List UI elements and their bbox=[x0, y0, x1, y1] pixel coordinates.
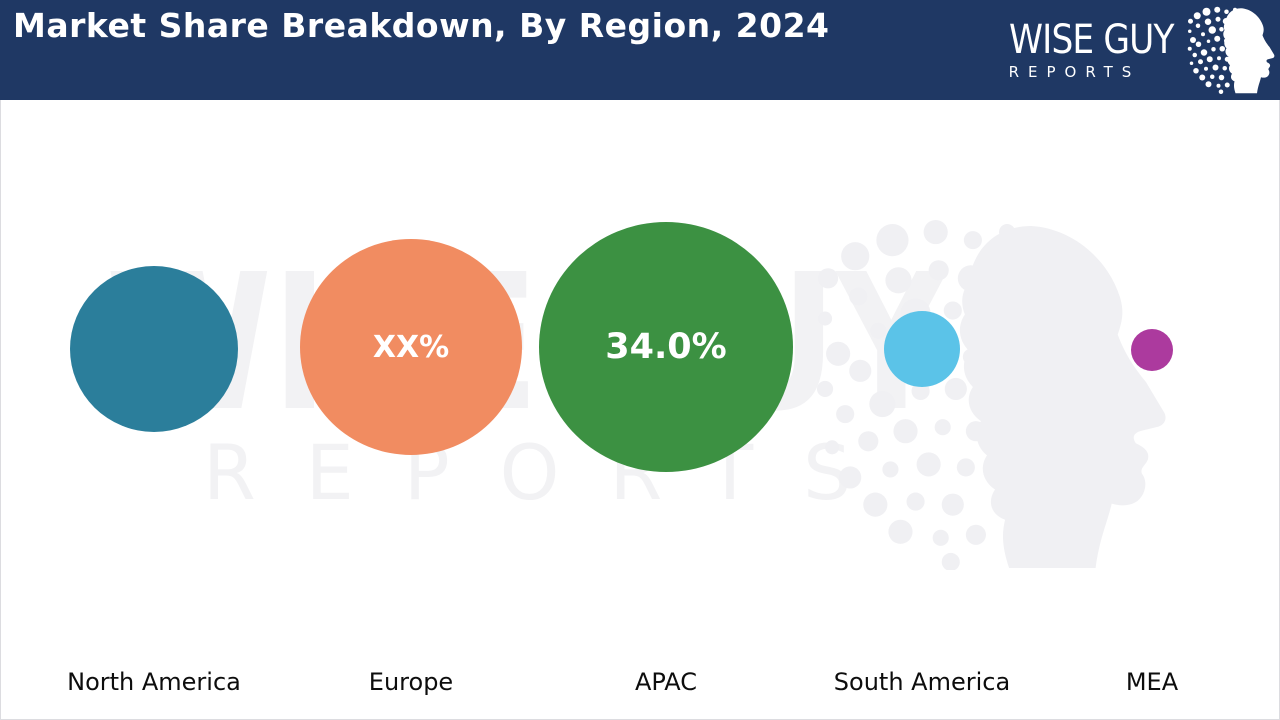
bubble-apac: 34.0% bbox=[539, 222, 793, 472]
category-label-north-america: North America bbox=[67, 668, 241, 696]
watermark-head-icon bbox=[809, 218, 1173, 570]
bubble-mea bbox=[1131, 329, 1173, 371]
bubble-europe: XX% bbox=[300, 239, 522, 455]
category-label-europe: Europe bbox=[368, 668, 454, 696]
bubble-north-america bbox=[70, 266, 238, 432]
page-title: Market Share Breakdown, By Region, 2024 bbox=[13, 6, 830, 45]
wiseguy-logo: WISE GUY REPORTS bbox=[1009, 6, 1276, 94]
category-label-apac: APAC bbox=[634, 668, 698, 696]
header-bar: Market Share Breakdown, By Region, 2024 … bbox=[0, 0, 1280, 100]
logo-wordmark: WISE GUY REPORTS bbox=[1009, 20, 1200, 80]
category-label-south-america: South America bbox=[833, 668, 1011, 696]
bubble-value-label: 34.0% bbox=[605, 327, 727, 367]
logo-wordmark-line2: REPORTS bbox=[1008, 63, 1141, 81]
bubble-value-label: XX% bbox=[372, 329, 450, 365]
bubble-south-america bbox=[884, 311, 960, 387]
logo-wordmark-line1: WISE GUY bbox=[1008, 17, 1174, 63]
bubble-chart: WISE GUY REPORTS XX% 34.0% North America… bbox=[0, 100, 1280, 720]
category-label-mea: MEA bbox=[1125, 668, 1179, 696]
watermark-wordmark-line2: REPORTS bbox=[203, 428, 902, 517]
